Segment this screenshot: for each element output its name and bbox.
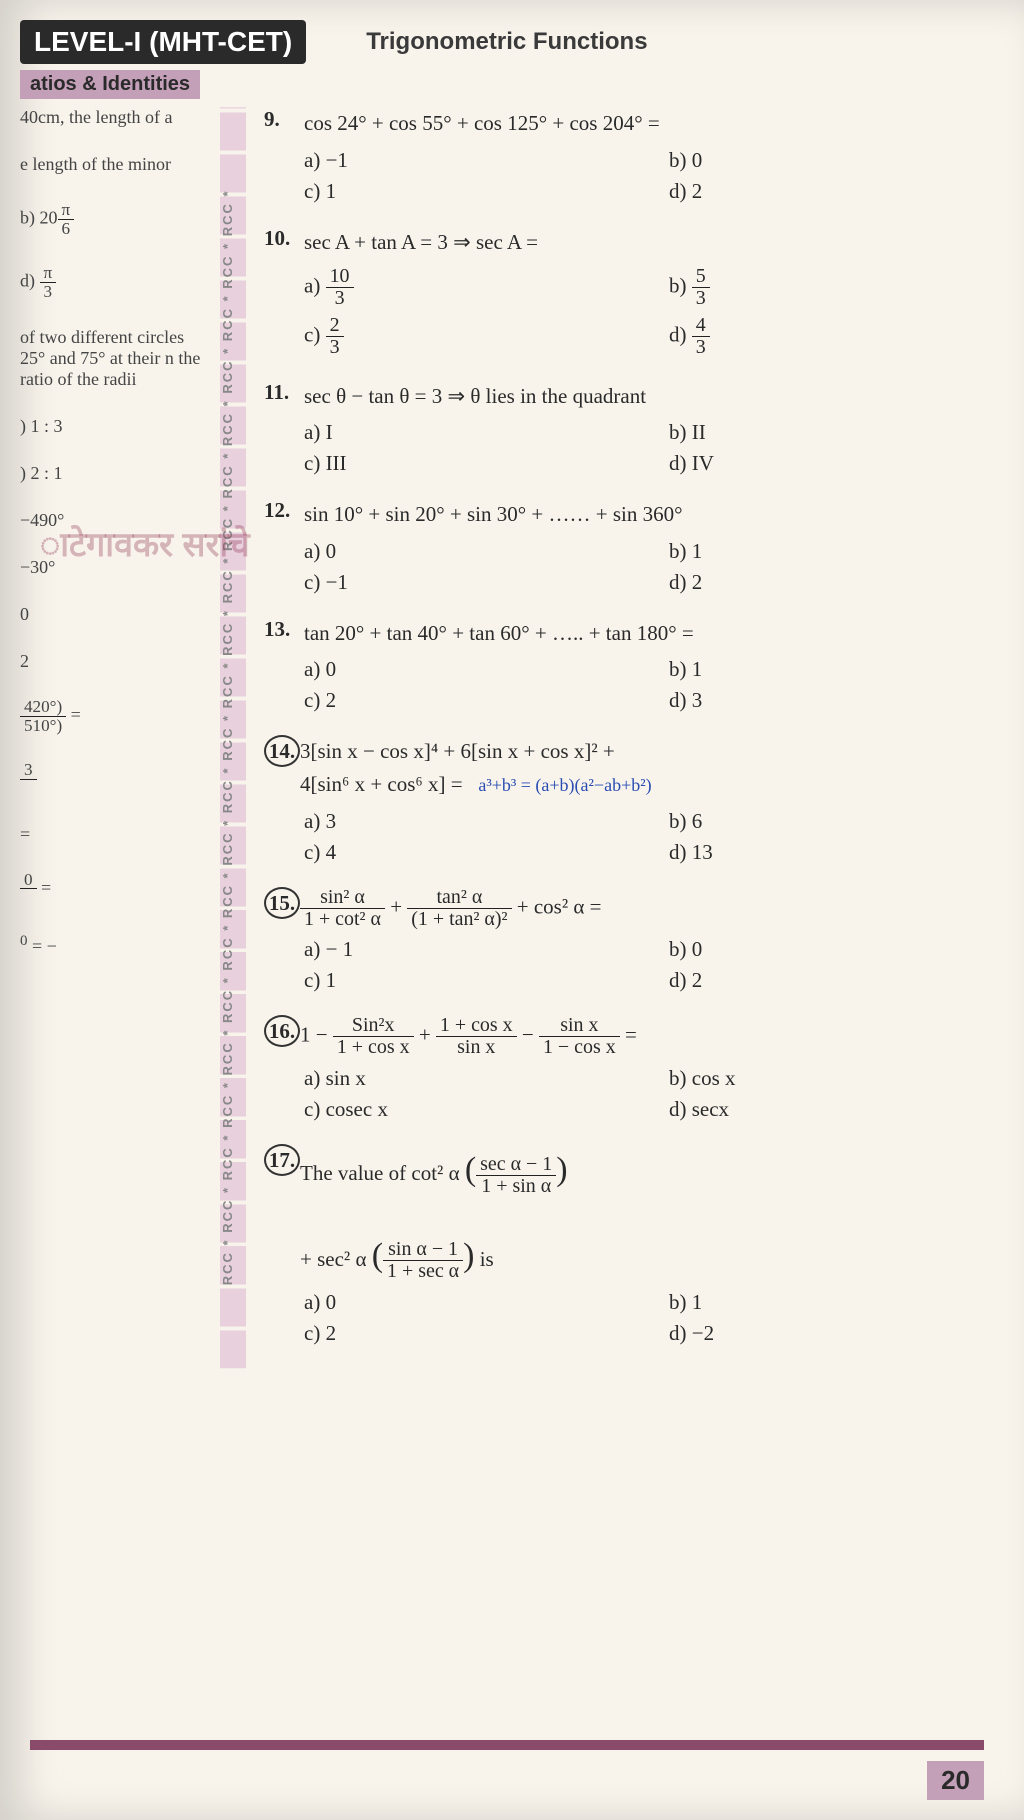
question-number: 16. [264,1015,300,1047]
option: b) II [669,420,994,445]
option: a) −1 [304,148,629,173]
option: b) 1 [669,657,994,682]
question-12: 12. sin 10° + sin 20° + sin 30° + …… + s… [264,498,994,595]
question-number: 10. [264,226,304,251]
question-text: cos 24° + cos 55° + cos 125° + cos 204° … [304,107,994,140]
question-number: 14. [264,735,300,767]
option: d) 2 [669,179,994,204]
question-text: tan 20° + tan 40° + tan 60° + ….. + tan … [304,617,994,650]
option: c) III [304,451,629,476]
option: d) 3 [669,688,994,713]
option: c) 2 [304,1321,629,1346]
option: c) 2 [304,688,629,713]
question-number: 15. [264,887,300,919]
option: c) −1 [304,570,629,595]
question-number: 17. [264,1144,300,1176]
fragment: = [20,824,210,845]
option: b) 53 [669,266,994,309]
option: a) 0 [304,539,629,564]
question-text: The value of cot² α (sec α − 11 + sin α)… [300,1144,994,1282]
option: d) secx [669,1097,994,1122]
fragment: 2 [20,651,210,672]
fragment: 40cm, the length of a [20,107,210,128]
options: a) 0 b) 1 c) 2 d) −2 [304,1290,994,1346]
question-text: 3[sin x − cos x]⁴ + 6[sin x + cos x]² + … [300,735,994,800]
fragment: ) 1 : 3 [20,416,210,437]
options: a) 103 b) 53 c) 23 d) 43 [304,266,994,358]
options: a) −1 b) 0 c) 1 d) 2 [304,148,994,204]
fragment: 0 [20,604,210,625]
question-text: sec θ − tan θ = 3 ⇒ θ lies in the quadra… [304,380,994,413]
option: a) 0 [304,657,629,682]
handwritten-note: a³+b³ = (a+b)(a²−ab+b²) [478,775,651,795]
header: LEVEL-I (MHT-CET) Trigonometric Function… [20,20,994,64]
questions-column: 9. cos 24° + cos 55° + cos 125° + cos 20… [246,107,994,1368]
content: 40cm, the length of a e length of the mi… [20,107,994,1368]
footer-rule [30,1740,984,1750]
option: a) I [304,420,629,445]
question-text: sin 10° + sin 20° + sin 30° + …… + sin 3… [304,498,994,531]
rcc-strip: RCC * RCC * RCC * RCC * RCC * RCC * RCC … [220,107,246,1368]
option: d) 2 [669,968,994,993]
page: LEVEL-I (MHT-CET) Trigonometric Function… [0,0,1024,1820]
options: a) I b) II c) III d) IV [304,420,994,476]
question-text: sin² α1 + cot² α + tan² α(1 + tan² α)² +… [300,887,994,930]
option: c) cosec x [304,1097,629,1122]
option: c) 4 [304,840,629,865]
options: a) − 1 b) 0 c) 1 d) 2 [304,937,994,993]
question-14: 14. 3[sin x − cos x]⁴ + 6[sin x + cos x]… [264,735,994,864]
level-badge: LEVEL-I (MHT-CET) [20,20,306,64]
option: d) −2 [669,1321,994,1346]
question-17: 17. The value of cot² α (sec α − 11 + si… [264,1144,994,1346]
option: b) 0 [669,937,994,962]
question-number: 12. [264,498,304,523]
option: c) 23 [304,315,629,358]
question-11: 11. sec θ − tan θ = 3 ⇒ θ lies in the qu… [264,380,994,477]
option: d) 43 [669,315,994,358]
options: a) 0 b) 1 c) 2 d) 3 [304,657,994,713]
option: d) 13 [669,840,994,865]
fragment: e length of the minor [20,154,210,175]
question-number: 9. [264,107,304,132]
fragment: d) π3 [20,264,210,301]
option: c) 1 [304,968,629,993]
options: a) 0 b) 1 c) −1 d) 2 [304,539,994,595]
page-number: 20 [927,1761,984,1800]
option: b) 6 [669,809,994,834]
option: b) 1 [669,1290,994,1315]
fragment: ) 2 : 1 [20,463,210,484]
fragment: 3 [20,761,210,798]
question-number: 11. [264,380,304,405]
section-heading: atios & Identities [20,70,200,99]
option: d) IV [669,451,994,476]
options: a) 3 b) 6 c) 4 d) 13 [304,809,994,865]
question-text: sec A + tan A = 3 ⇒ sec A = [304,226,994,259]
option: a) 3 [304,809,629,834]
option: d) 2 [669,570,994,595]
question-10: 10. sec A + tan A = 3 ⇒ sec A = a) 103 b… [264,226,994,358]
chapter-title: Trigonometric Functions [366,28,647,56]
fragment: 0 = − [20,933,210,957]
option: a) sin x [304,1066,629,1091]
option: a) − 1 [304,937,629,962]
fragment: 0 = [20,871,210,908]
option: c) 1 [304,179,629,204]
options: a) sin x b) cos x c) cosec x d) secx [304,1066,994,1122]
question-number: 13. [264,617,304,642]
option: a) 0 [304,1290,629,1315]
fragment: b) 20π6 [20,201,210,238]
option: b) 0 [669,148,994,173]
question-15: 15. sin² α1 + cot² α + tan² α(1 + tan² α… [264,887,994,994]
question-16: 16. 1 − Sin²x1 + cos x + 1 + cos xsin x … [264,1015,994,1122]
option: b) cos x [669,1066,994,1091]
option: b) 1 [669,539,994,564]
question-13: 13. tan 20° + tan 40° + tan 60° + ….. + … [264,617,994,714]
left-column-fragments: 40cm, the length of a e length of the mi… [20,107,220,1368]
question-9: 9. cos 24° + cos 55° + cos 125° + cos 20… [264,107,994,204]
option: a) 103 [304,266,629,309]
watermark: ाटेगावकर सरांचे [40,520,250,566]
question-text: 1 − Sin²x1 + cos x + 1 + cos xsin x − si… [300,1015,994,1058]
fragment: 420°)510°) = [20,698,210,735]
fragment: of two different circles 25° and 75° at … [20,327,210,390]
